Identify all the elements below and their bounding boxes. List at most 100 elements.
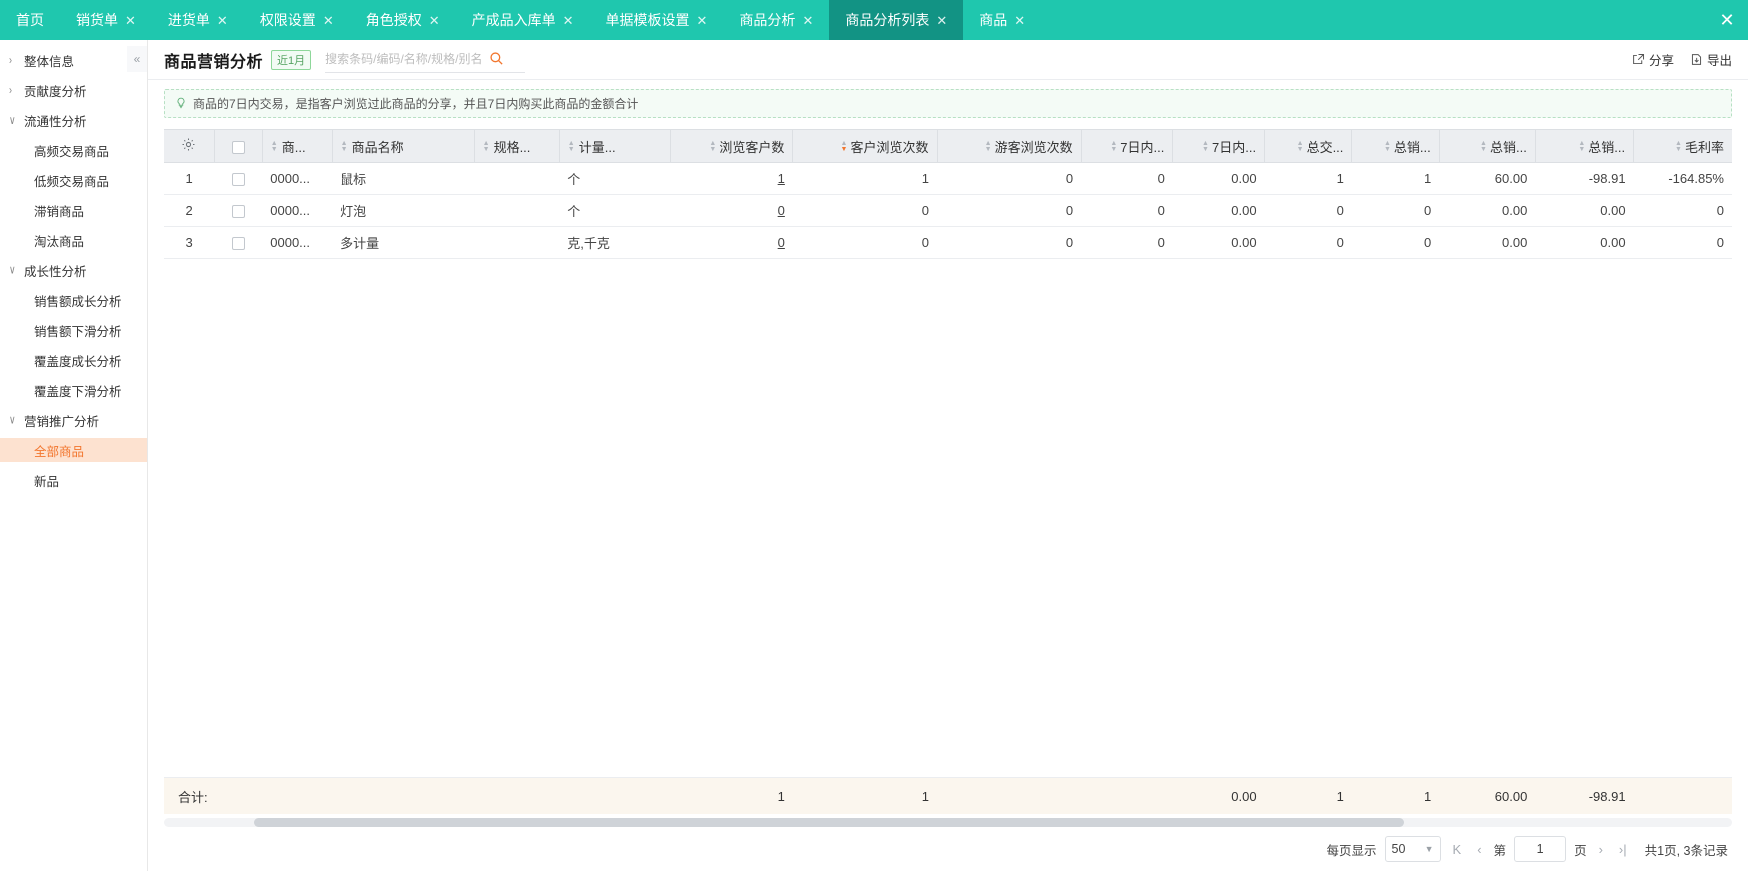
export-button[interactable]: 导出 [1690, 50, 1732, 69]
sort-asc-icon[interactable]: ▲ [709, 140, 717, 148]
horizontal-scrollbar[interactable] [164, 818, 1732, 827]
tab-close-icon[interactable]: ✕ [216, 12, 228, 28]
sort-asc-icon[interactable]: ▲ [340, 140, 348, 148]
row-checkbox[interactable] [231, 173, 245, 187]
period-badge[interactable]: 近1月 [271, 49, 312, 70]
column-header-total_sale3[interactable]: ▲ ▼ 总销... [1535, 129, 1635, 163]
tab-item[interactable]: 单据模板设置 ✕ [590, 0, 724, 40]
last-page-button[interactable]: ›| [1618, 841, 1627, 857]
sort-toggle-icon[interactable]: ▲ ▼ [708, 140, 717, 154]
sort-asc-icon[interactable]: ▲ [1675, 140, 1682, 148]
row-checkbox[interactable] [231, 237, 245, 251]
sort-asc-icon[interactable]: ▲ [840, 140, 848, 148]
sidebar-item[interactable]: 高频交易商品 [0, 138, 147, 162]
sidebar-group[interactable]: › 贡献度分析 [0, 78, 147, 102]
sort-toggle-icon[interactable]: ▲ ▼ [567, 140, 576, 154]
column-header-view_customers[interactable]: ▲ ▼ 浏览客户数 [670, 129, 794, 163]
sort-desc-icon[interactable]: ▼ [1296, 146, 1304, 154]
sidebar-item[interactable]: 新品 [0, 468, 147, 492]
column-header-total_sale1[interactable]: ▲ ▼ 总销... [1351, 129, 1440, 163]
horizontal-scrollbar-thumb[interactable] [254, 818, 1404, 827]
tab-item[interactable]: 权限设置 ✕ [244, 0, 350, 40]
select-all-checkbox[interactable] [231, 140, 245, 154]
sort-desc-icon[interactable]: ▼ [709, 146, 717, 154]
column-header-customer_views[interactable]: ▲ ▼ 客户浏览次数 [792, 129, 938, 163]
sort-desc-icon[interactable]: ▼ [840, 146, 848, 154]
table-row[interactable]: 2 0000... 灯泡个 0 0 0 0 0.00 0 0 0.00 0.00 0 [164, 194, 1732, 227]
prev-page-button[interactable]: ‹ [1477, 841, 1482, 857]
tab-item[interactable]: 商品 ✕ [963, 0, 1041, 40]
sidebar-group[interactable]: › 整体信息 [0, 48, 147, 72]
tab-close-icon[interactable]: ✕ [428, 12, 440, 28]
sidebar-item[interactable]: 滞销商品 [0, 198, 147, 222]
sort-desc-icon[interactable]: ▼ [340, 146, 348, 154]
tab-item[interactable]: 商品分析 ✕ [723, 0, 829, 40]
share-button[interactable]: 分享 [1632, 50, 1674, 69]
sidebar-group[interactable]: ∨ 流通性分析 [0, 108, 147, 132]
column-header-guest_views[interactable]: ▲ ▼ 游客浏览次数 [937, 129, 1082, 163]
view-customers-link[interactable]: 1 [777, 171, 785, 186]
search-input[interactable] [325, 52, 486, 66]
sidebar-collapse-button[interactable]: « [127, 46, 147, 72]
next-page-button[interactable]: › [1598, 841, 1603, 857]
sort-toggle-icon[interactable]: ▲ ▼ [984, 140, 992, 154]
sidebar-item[interactable]: 覆盖度下滑分析 [0, 378, 147, 402]
tab-item[interactable]: 产成品入库单 ✕ [456, 0, 590, 40]
column-header-d7_b[interactable]: ▲ ▼ 7日内... [1172, 129, 1266, 163]
sort-toggle-icon[interactable]: ▲ ▼ [1109, 140, 1118, 153]
view-customers-link[interactable]: 0 [777, 203, 785, 218]
column-header-total_deal[interactable]: ▲ ▼ 总交... [1264, 129, 1353, 163]
sidebar-item[interactable]: 淘汰商品 [0, 228, 147, 252]
tab-item[interactable]: 角色授权 ✕ [350, 0, 456, 40]
sort-toggle-icon[interactable]: ▲ ▼ [1201, 140, 1209, 154]
sort-asc-icon[interactable]: ▲ [1296, 140, 1304, 148]
sort-asc-icon[interactable]: ▲ [1110, 140, 1118, 148]
sidebar-group[interactable]: ∨ 成长性分析 [0, 258, 147, 282]
sort-desc-icon[interactable]: ▼ [984, 146, 992, 154]
column-header-total_sale2[interactable]: ▲ ▼ 总销... [1439, 129, 1536, 163]
page-input[interactable] [1514, 836, 1567, 862]
tab-item[interactable]: 进货单 ✕ [152, 0, 244, 40]
cell-view_customers[interactable]: 0 [670, 194, 793, 227]
sort-desc-icon[interactable]: ▼ [1383, 146, 1391, 154]
sort-desc-icon[interactable]: ▼ [270, 146, 278, 154]
tab-item[interactable]: 销货单 ✕ [60, 0, 152, 40]
tab-close-icon[interactable]: ✕ [802, 12, 814, 28]
close-all-tabs-icon[interactable]: ✕ [1719, 9, 1735, 30]
column-header-d7_a[interactable]: ▲ ▼ 7日内... [1081, 129, 1174, 163]
sidebar-item[interactable]: 销售额下滑分析 [0, 318, 147, 342]
column-header-unit[interactable]: ▲ ▼ 计量... [559, 129, 672, 163]
column-header-code[interactable]: ▲ ▼ 商... [262, 129, 333, 163]
sort-asc-icon[interactable]: ▲ [1578, 140, 1586, 148]
sort-toggle-icon[interactable]: ▲ ▼ [1577, 140, 1586, 153]
view-customers-link[interactable]: 0 [777, 235, 785, 250]
per-page-select[interactable]: 50 ▼ [1384, 836, 1441, 862]
sidebar-item[interactable]: 全部商品 [0, 438, 147, 462]
search-icon[interactable] [489, 51, 504, 68]
sort-toggle-icon[interactable]: ▲ ▼ [340, 140, 349, 154]
tab-item[interactable]: 商品分析列表 ✕ [829, 0, 964, 40]
gear-icon[interactable] [181, 138, 196, 155]
sort-toggle-icon[interactable]: ▲ ▼ [1383, 140, 1391, 154]
sort-toggle-icon[interactable]: ▲ ▼ [839, 140, 848, 154]
sidebar-item[interactable]: 低频交易商品 [0, 168, 147, 192]
tab-close-icon[interactable]: ✕ [322, 12, 334, 28]
column-header-gross_rate[interactable]: ▲ ▼ 毛利率 [1633, 129, 1732, 163]
table-row[interactable]: 1 0000... 鼠标个 1 1 0 0 0.00 1 1 60.00 -98.91 -164.85% [164, 162, 1732, 195]
tab-close-icon[interactable]: ✕ [936, 12, 948, 28]
sort-asc-icon[interactable]: ▲ [1480, 140, 1487, 148]
first-page-button[interactable]: K [1452, 841, 1462, 857]
sort-desc-icon[interactable]: ▼ [567, 146, 575, 154]
sort-toggle-icon[interactable]: ▲ ▼ [1674, 140, 1682, 154]
tab-close-icon[interactable]: ✕ [696, 12, 708, 28]
sidebar-group[interactable]: ∨ 营销推广分析 [0, 408, 147, 432]
sort-toggle-icon[interactable]: ▲ ▼ [1479, 140, 1487, 153]
column-header-spec[interactable]: ▲ ▼ 规格... [474, 129, 560, 163]
sort-desc-icon[interactable]: ▼ [1675, 146, 1682, 154]
sort-toggle-icon[interactable]: ▲ ▼ [482, 140, 491, 154]
sort-desc-icon[interactable]: ▼ [1202, 146, 1209, 154]
sort-desc-icon[interactable]: ▼ [482, 146, 490, 154]
tab-close-icon[interactable]: ✕ [1014, 12, 1026, 28]
sort-toggle-icon[interactable]: ▲ ▼ [1296, 140, 1304, 154]
sidebar-item[interactable]: 覆盖度成长分析 [0, 348, 147, 372]
